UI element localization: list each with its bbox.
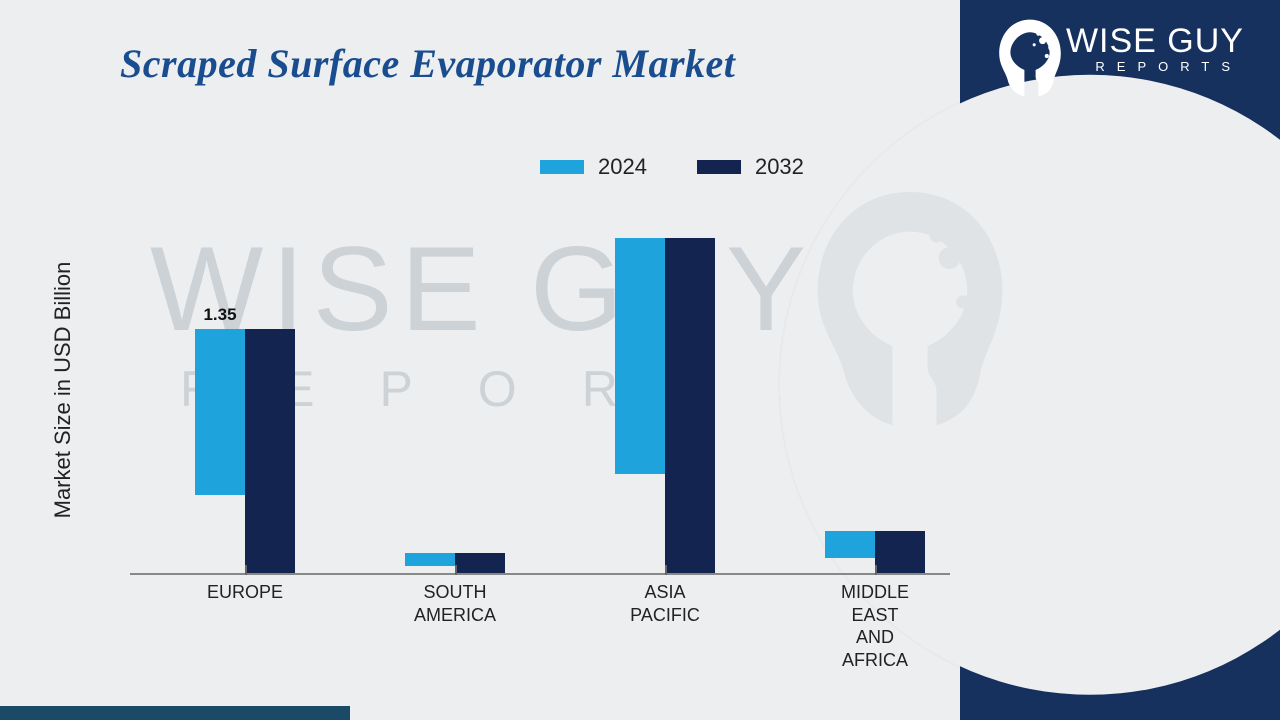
- x-tick: [875, 565, 877, 575]
- legend-label-2032: 2032: [755, 154, 804, 180]
- footer-accent-bar: [0, 706, 350, 720]
- x-axis-label: MIDDLE EAST AND AFRICA: [790, 581, 960, 671]
- legend-item-2032: 2032: [697, 154, 804, 180]
- legend-swatch-2032: [697, 160, 741, 174]
- y-axis-label: Market Size in USD Billion: [50, 262, 76, 519]
- brand-head-icon: [995, 14, 1065, 94]
- x-axis-label: SOUTH AMERICA: [370, 581, 540, 626]
- legend-item-2024: 2024: [540, 154, 647, 180]
- bar-group: [580, 238, 750, 573]
- x-axis-label: ASIA PACIFIC: [580, 581, 750, 626]
- x-tick: [245, 565, 247, 575]
- bar-group: 1.35: [160, 329, 330, 573]
- bar-2024: [825, 531, 875, 558]
- legend-label-2024: 2024: [598, 154, 647, 180]
- legend-swatch-2024: [540, 160, 584, 174]
- brand-subtitle: REPORTS: [1066, 59, 1244, 74]
- x-tick: [455, 565, 457, 575]
- bar-2024: [405, 553, 455, 565]
- bar-2032: [665, 238, 715, 573]
- brand-name: WISE GUY: [1066, 22, 1244, 61]
- legend: 2024 2032: [540, 154, 804, 180]
- chart-canvas: WISE GUY REPORTS Scraped Surface Evapora…: [0, 0, 1280, 720]
- chart-title: Scraped Surface Evaporator Market: [120, 40, 735, 87]
- x-axis-label: EUROPE: [160, 581, 330, 604]
- plot-region: 1.35EUROPESOUTH AMERICAASIA PACIFICMIDDL…: [130, 205, 950, 575]
- chart-area: Market Size in USD Billion 2024 2032 1.3…: [60, 150, 960, 670]
- bar-2024: 1.35: [195, 329, 245, 496]
- x-tick: [665, 565, 667, 575]
- bar-2032: [875, 531, 925, 573]
- bar-2024: [615, 238, 665, 475]
- bar-2032: [455, 553, 505, 573]
- bar-2032: [245, 329, 295, 573]
- bar-data-label: 1.35: [203, 305, 236, 325]
- brand-logo-text: WISE GUY REPORTS: [1066, 22, 1244, 74]
